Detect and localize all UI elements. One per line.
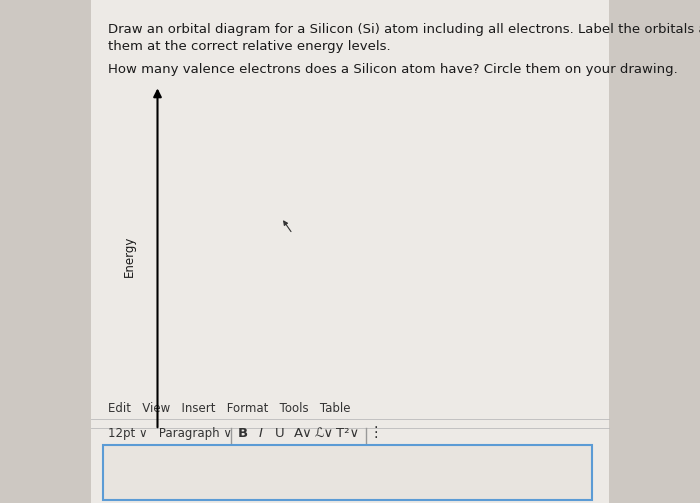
Text: Edit   View   Insert   Format   Tools   Table: Edit View Insert Format Tools Table [108, 402, 351, 415]
Text: ℒ∨: ℒ∨ [315, 427, 334, 440]
Text: A∨: A∨ [294, 427, 313, 440]
Text: U: U [275, 427, 285, 440]
Text: them at the correct relative energy levels.: them at the correct relative energy leve… [108, 40, 391, 53]
Text: Energy: Energy [123, 236, 136, 277]
Text: 12pt ∨   Paragraph ∨: 12pt ∨ Paragraph ∨ [108, 427, 232, 440]
Text: T²∨: T²∨ [336, 427, 359, 440]
Text: B: B [238, 427, 248, 440]
Bar [103, 445, 592, 500]
Bar [91, 0, 609, 503]
Text: How many valence electrons does a Silicon atom have? Circle them on your drawing: How many valence electrons does a Silico… [108, 63, 678, 76]
Text: I: I [259, 427, 263, 440]
Text: ⋮: ⋮ [369, 425, 384, 440]
Text: Draw an orbital diagram for a Silicon (Si) atom including all electrons. Label t: Draw an orbital diagram for a Silicon (S… [108, 23, 700, 36]
